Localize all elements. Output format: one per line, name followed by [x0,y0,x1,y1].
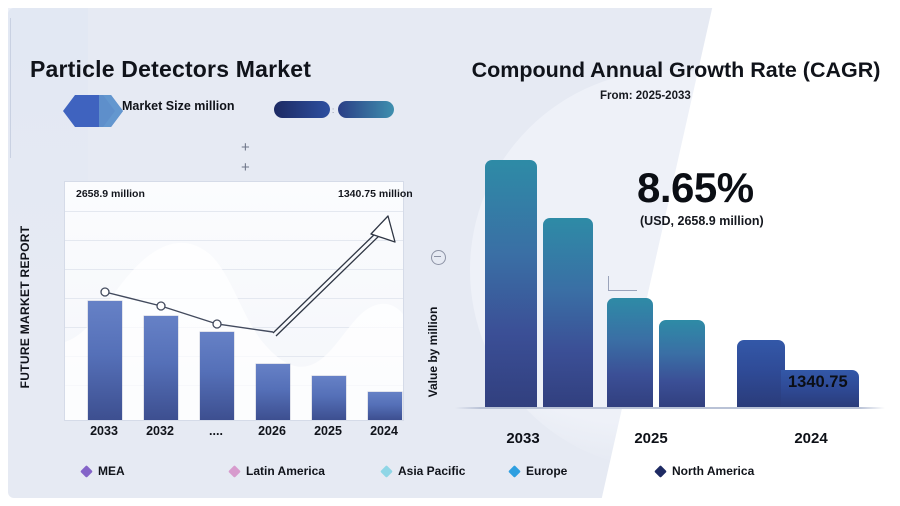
bar-dots [200,332,234,420]
cagr-x-label-2033: 2033 [506,430,540,447]
left-chart-x-labels: 2033 2032 .... 2026 2025 2024 [64,424,402,442]
left-chart-end-label: 1340.75 million [338,188,413,200]
gridline [65,269,403,270]
right-chart-title: Compound Annual Growth Rate (CAGR) [471,58,881,82]
bar-2026 [256,364,290,420]
plus-icon: + [241,139,250,156]
plus-icon: + [241,159,250,176]
x-label-2032: 2032 [146,424,174,438]
cagr-bar-2033-secondary [543,218,593,408]
x-label-2033: 2033 [90,424,118,438]
cagr-baseline [455,407,885,409]
cagr-value: 8.65% [637,164,754,211]
circle-minus-icon [431,250,446,265]
trend-line-and-arrow [100,215,396,337]
cagr-bar-2025-secondary [659,320,705,408]
left-chart-value-axis-title: Value by million [426,306,440,398]
cagr-bar-2025-primary [607,298,653,408]
legend-label-latin-america: Latin America [246,464,325,478]
x-label-2025: 2025 [314,424,342,438]
market-size-hex-icon [63,95,123,127]
legend-label-mea: MEA [98,464,125,478]
bar-2032 [144,316,178,420]
cagr-bar-2033-primary [485,160,537,408]
region-legend: MEA Latin America Asia Pacific Europe No… [70,464,870,484]
x-label-2026: 2026 [258,424,286,438]
left-chart-start-label: 2658.9 million [76,188,145,200]
legend-marker-mea [80,464,93,478]
right-chart-subtitle: From: 2025-2033 [600,90,691,102]
cagr-bar-2024-secondary [781,370,859,408]
cagr-x-label-2025: 2025 [634,430,668,447]
left-bars-group [65,182,403,420]
legend-marker-asia-pacific [380,464,393,478]
legend-marker-latin-america [228,464,241,478]
left-chart-title: Particle Detectors Market [30,56,312,82]
legend-marker-europe [508,464,521,478]
gridline [65,211,403,212]
left-edge-rule [10,18,11,158]
cagr-x-labels: 2033 2025 2024 [455,430,885,450]
cagr-value-detail: (USD, 2658.9 million) [640,214,764,228]
legend-item-mea[interactable]: MEA [80,464,125,478]
legend-marker-north-america [654,464,667,478]
market-size-label: Market Size million [122,99,235,113]
legend-item-europe[interactable]: Europe [508,464,568,478]
legend-item-latin-america[interactable]: Latin America [228,464,325,478]
decoration-corner-mark [608,276,637,291]
cagr-bar-2024-primary [737,340,785,408]
decoration-pill-right [338,101,394,118]
x-label-dots: .... [209,424,223,438]
cagr-x-label-2024: 2024 [794,430,828,447]
bar-2025 [312,376,346,420]
cagr-end-value: 1340.75 [788,373,848,391]
left-chart-y-axis-title: FUTURE MARKET REPORT [18,225,32,389]
x-label-2024: 2024 [370,424,398,438]
legend-item-asia-pacific[interactable]: Asia Pacific [380,464,466,478]
left-bar-chart: ▤ ▦ [64,181,404,421]
gridline [65,240,403,241]
cagr-bar-chart [455,140,885,430]
legend-label-europe: Europe [526,464,568,478]
bar-2033 [88,301,122,420]
decoration-pill-separator: : [332,106,335,115]
bar-2024 [368,392,402,420]
legend-label-north-america: North America [672,464,755,478]
legend-label-asia-pacific: Asia Pacific [398,464,466,478]
legend-item-north-america[interactable]: North America [654,464,755,478]
decoration-pill-left [274,101,330,118]
